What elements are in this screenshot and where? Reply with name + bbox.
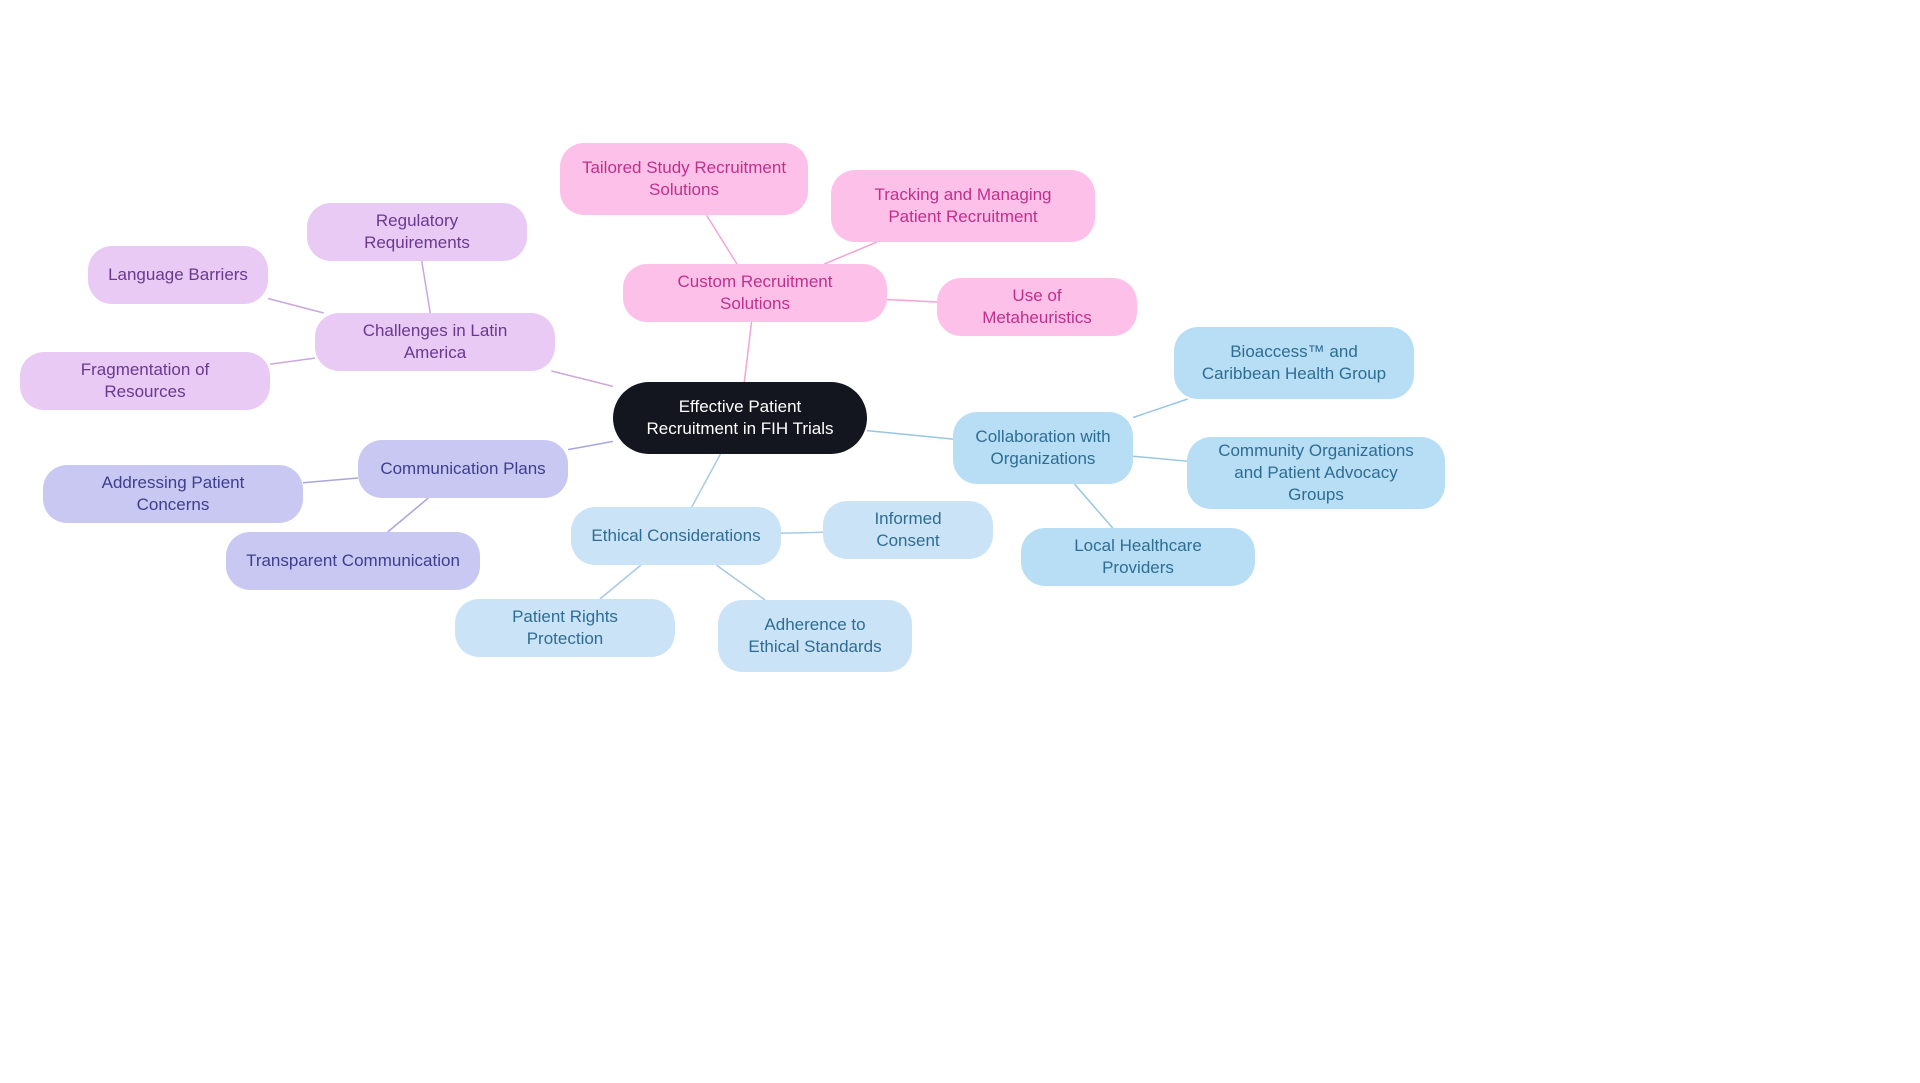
edge xyxy=(1133,456,1187,461)
node-challenges: Challenges in Latin America xyxy=(315,313,555,371)
node-label: Custom Recruitment Solutions xyxy=(643,271,867,315)
node-label: Patient Rights Protection xyxy=(475,606,655,650)
node-label: Fragmentation of Resources xyxy=(40,359,250,403)
edge xyxy=(744,322,751,382)
node-frag: Fragmentation of Resources xyxy=(20,352,270,410)
edge xyxy=(600,565,641,599)
edge xyxy=(568,441,613,449)
edge xyxy=(887,300,937,302)
edge xyxy=(303,478,358,483)
node-label: Transparent Communication xyxy=(246,550,460,572)
edge xyxy=(422,261,431,313)
edge xyxy=(824,242,877,264)
node-label: Local Healthcare Providers xyxy=(1041,535,1235,579)
node-bioaccess: Bioaccess™ and Caribbean Health Group xyxy=(1174,327,1414,399)
node-label: Tailored Study Recruitment Solutions xyxy=(580,157,788,201)
node-tracking: Tracking and Managing Patient Recruitmen… xyxy=(831,170,1095,242)
node-collab: Collaboration with Organizations xyxy=(953,412,1133,484)
node-ethical: Ethical Considerations xyxy=(571,507,781,565)
edge xyxy=(268,298,324,313)
node-comm: Communication Plans xyxy=(358,440,568,498)
node-label: Use of Metaheuristics xyxy=(957,285,1117,329)
node-reg: Regulatory Requirements xyxy=(307,203,527,261)
node-label: Informed Consent xyxy=(843,508,973,552)
edge xyxy=(1133,399,1188,418)
node-community: Community Organizations and Patient Advo… xyxy=(1187,437,1445,509)
node-label: Ethical Considerations xyxy=(591,525,760,547)
node-label: Bioaccess™ and Caribbean Health Group xyxy=(1194,341,1394,385)
edge xyxy=(867,431,953,440)
node-label: Regulatory Requirements xyxy=(327,210,507,254)
node-rights: Patient Rights Protection xyxy=(455,599,675,657)
node-transparent: Transparent Communication xyxy=(226,532,480,590)
node-root: Effective Patient Recruitment in FIH Tri… xyxy=(613,382,867,454)
node-lang: Language Barriers xyxy=(88,246,268,304)
node-label: Community Organizations and Patient Advo… xyxy=(1207,440,1425,506)
node-label: Effective Patient Recruitment in FIH Tri… xyxy=(633,396,847,440)
edge xyxy=(706,215,737,264)
edge xyxy=(1074,484,1112,528)
edge xyxy=(781,532,823,533)
node-label: Communication Plans xyxy=(380,458,545,480)
node-label: Challenges in Latin America xyxy=(335,320,535,364)
node-label: Collaboration with Organizations xyxy=(973,426,1113,470)
edge xyxy=(716,565,765,600)
node-custom: Custom Recruitment Solutions xyxy=(623,264,887,322)
node-label: Adherence to Ethical Standards xyxy=(738,614,892,658)
node-label: Tracking and Managing Patient Recruitmen… xyxy=(851,184,1075,228)
node-addressing: Addressing Patient Concerns xyxy=(43,465,303,523)
edge xyxy=(270,358,315,364)
node-meta: Use of Metaheuristics xyxy=(937,278,1137,336)
node-local: Local Healthcare Providers xyxy=(1021,528,1255,586)
edge xyxy=(551,371,613,386)
node-tailored: Tailored Study Recruitment Solutions xyxy=(560,143,808,215)
node-adherence: Adherence to Ethical Standards xyxy=(718,600,912,672)
node-label: Language Barriers xyxy=(108,264,248,286)
node-label: Addressing Patient Concerns xyxy=(63,472,283,516)
edge xyxy=(388,498,429,532)
edge xyxy=(692,454,721,507)
node-informed: Informed Consent xyxy=(823,501,993,559)
